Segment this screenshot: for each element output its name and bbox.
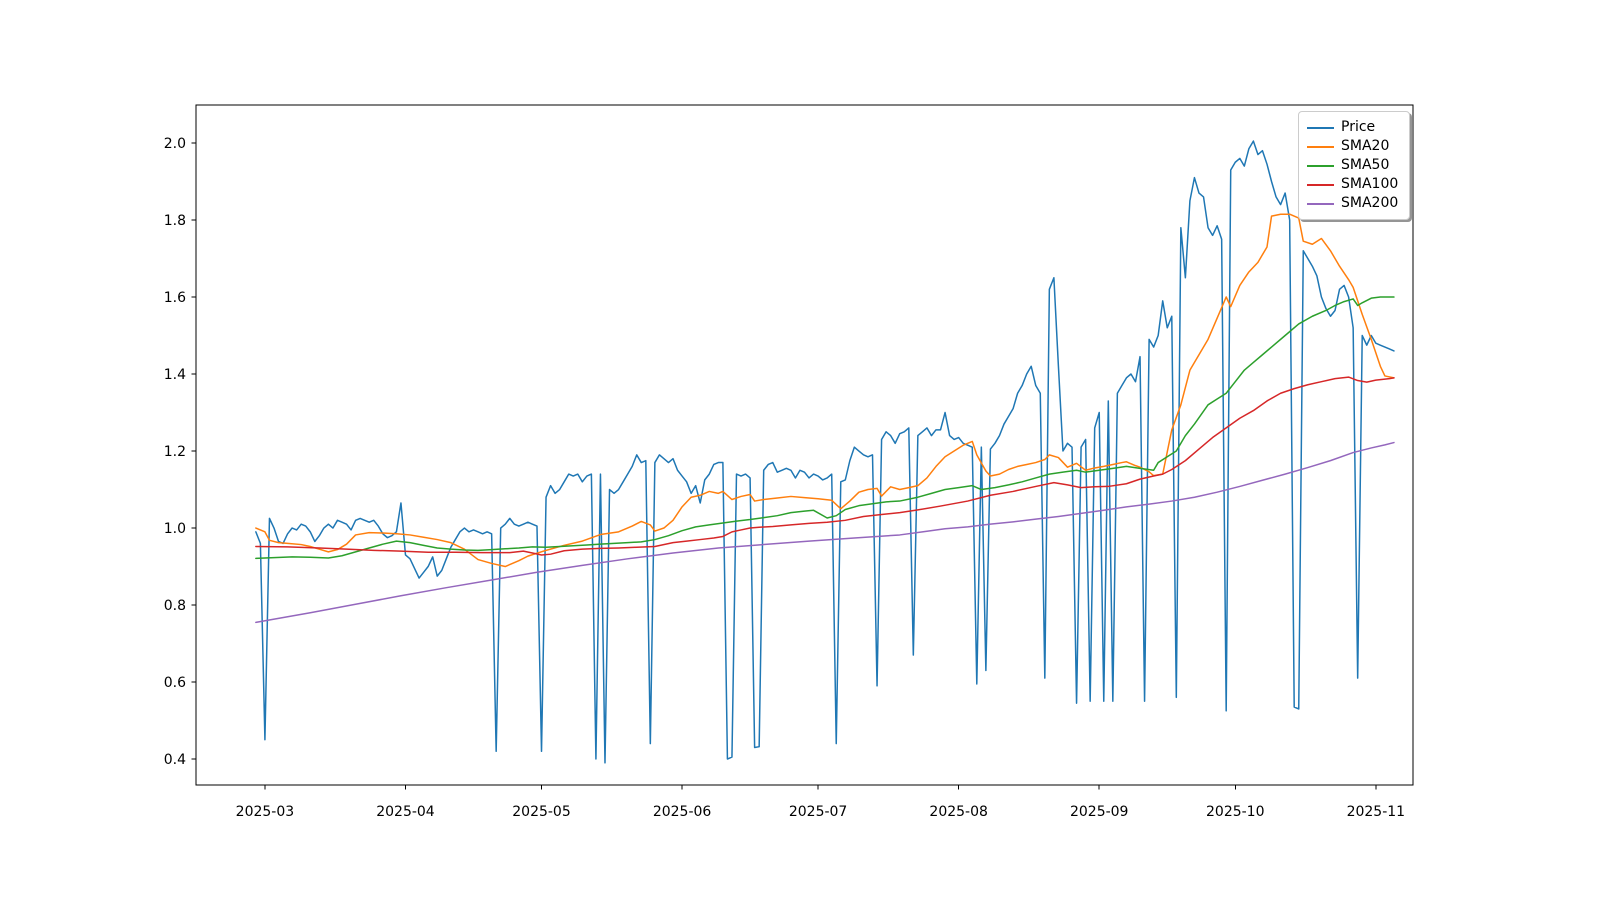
legend-item-sma50: SMA50 [1307, 156, 1401, 175]
series-line-sma100 [255, 376, 1395, 556]
series-line-price [255, 140, 1395, 764]
x-tick-label: 2025-06 [653, 804, 712, 820]
x-tick-label: 2025-03 [236, 804, 295, 820]
y-tick-label: 1.2 [164, 444, 186, 460]
y-tick-label: 1.4 [164, 367, 186, 383]
series-line-sma20 [255, 213, 1395, 568]
legend-item-sma20: SMA20 [1307, 137, 1401, 156]
y-tick-label: 1.8 [164, 213, 186, 229]
y-tick-label: 0.4 [164, 752, 186, 768]
x-axis: 2025-03 2025-04 2025-05 2025-06 2025-07 2025-… [236, 785, 1405, 820]
series-line-sma200 [255, 441, 1395, 624]
legend-line-sample-price [1307, 126, 1334, 129]
y-axis: 0.4 0.6 0.8 1.0 1.2 1.4 1.6 1.8 2.0 [164, 136, 196, 768]
legend-label: Price [1341, 119, 1376, 135]
y-tick-label: 1.0 [164, 521, 186, 537]
legend-line-sample-sma200 [1307, 202, 1334, 205]
legend-label: SMA50 [1341, 157, 1390, 173]
y-tick-label: 2.0 [164, 136, 186, 152]
legend-line-sample-sma50 [1307, 164, 1334, 167]
legend-item-sma100: SMA100 [1307, 175, 1401, 194]
legend-line-sample-sma100 [1307, 183, 1334, 186]
x-tick-label: 2025-07 [789, 804, 848, 820]
x-tick-label: 2025-04 [376, 804, 435, 820]
y-tick-label: 0.8 [164, 598, 186, 614]
plot-lines [255, 140, 1395, 764]
legend-label: SMA200 [1341, 195, 1399, 211]
chart-legend: Price SMA20 SMA50 SMA100 SMA200 [1298, 111, 1410, 220]
y-tick-label: 0.6 [164, 675, 186, 691]
x-tick-label: 2025-08 [929, 804, 988, 820]
x-tick-label: 2025-11 [1347, 804, 1406, 820]
x-tick-label: 2025-05 [512, 804, 571, 820]
series-line-sma50 [255, 296, 1395, 560]
y-tick-label: 1.6 [164, 290, 186, 306]
legend-item-sma200: SMA200 [1307, 194, 1401, 213]
x-tick-label: 2025-09 [1070, 804, 1129, 820]
plot-border [195, 104, 1414, 786]
legend-line-sample-sma20 [1307, 145, 1334, 148]
legend-label: SMA20 [1341, 138, 1390, 154]
legend-item-price: Price [1307, 118, 1401, 137]
x-tick-label: 2025-10 [1206, 804, 1265, 820]
legend-label: SMA100 [1341, 176, 1399, 192]
